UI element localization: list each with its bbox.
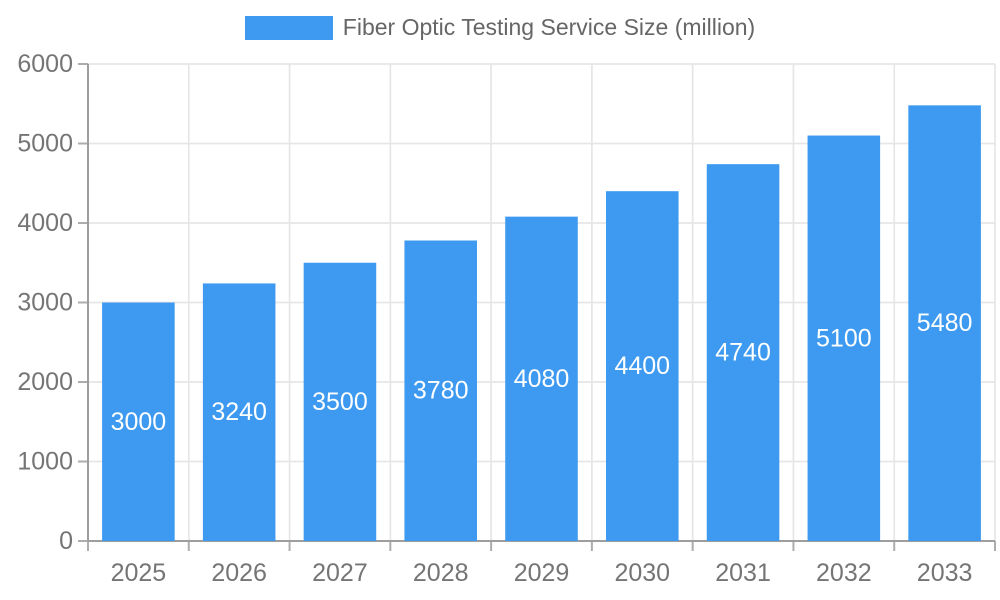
bar-value-label: 4740 bbox=[715, 339, 771, 367]
y-tick-label: 3000 bbox=[17, 289, 73, 317]
x-tick-label: 2029 bbox=[514, 559, 570, 587]
x-tick-label: 2027 bbox=[312, 559, 368, 587]
bar-value-label: 3240 bbox=[211, 398, 267, 426]
legend[interactable]: Fiber Optic Testing Service Size (millio… bbox=[0, 14, 1000, 41]
bar bbox=[605, 191, 679, 541]
bar bbox=[202, 283, 276, 541]
bar bbox=[404, 240, 478, 542]
bar-value-label: 4080 bbox=[514, 365, 570, 393]
bar bbox=[908, 105, 981, 541]
x-tick-label: 2031 bbox=[715, 559, 771, 587]
y-tick-label: 2000 bbox=[17, 368, 73, 396]
x-tick-label: 2032 bbox=[816, 559, 872, 587]
bar-value-label: 4400 bbox=[614, 352, 670, 380]
y-tick-label: 1000 bbox=[17, 448, 73, 476]
bar-value-label: 3000 bbox=[111, 408, 167, 436]
x-tick-label: 2033 bbox=[917, 559, 973, 587]
y-tick-label: 6000 bbox=[17, 50, 73, 78]
bar-value-label: 5100 bbox=[816, 324, 872, 352]
bar-value-label: 3500 bbox=[312, 388, 368, 416]
y-tick-label: 0 bbox=[59, 527, 73, 555]
bar-value-label: 3780 bbox=[413, 377, 469, 405]
x-tick-label: 2030 bbox=[614, 559, 670, 587]
y-tick-label: 4000 bbox=[17, 209, 73, 237]
x-tick-label: 2028 bbox=[413, 559, 469, 587]
x-tick-label: 2025 bbox=[111, 559, 167, 587]
bar bbox=[102, 302, 175, 541]
y-tick-label: 5000 bbox=[17, 130, 73, 158]
bar bbox=[706, 164, 780, 542]
bar bbox=[505, 216, 578, 541]
x-tick-label: 2026 bbox=[211, 559, 267, 587]
legend-label: Fiber Optic Testing Service Size (millio… bbox=[342, 14, 756, 40]
bar bbox=[807, 135, 881, 542]
bar bbox=[303, 262, 377, 541]
bar-value-label: 5480 bbox=[917, 309, 973, 337]
legend-swatch bbox=[244, 15, 333, 40]
